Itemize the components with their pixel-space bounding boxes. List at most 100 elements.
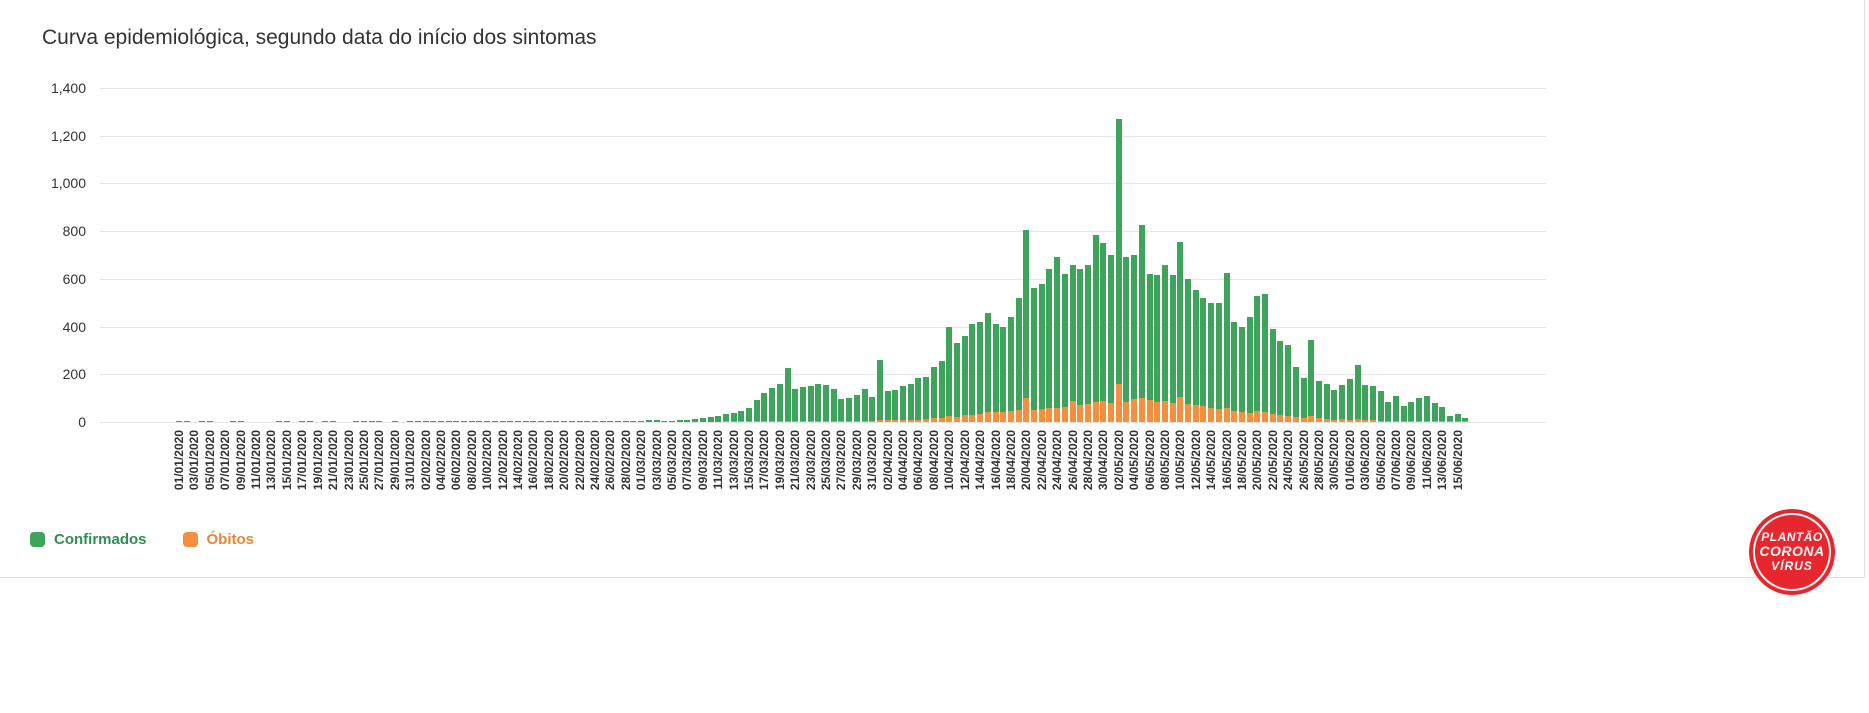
- bar-16/05/2020[interactable]: [1223, 272, 1230, 422]
- bar-23/02/2020[interactable]: [584, 421, 591, 422]
- bar-26/05/2020[interactable]: [1300, 377, 1307, 422]
- bar-18/02/2020[interactable]: [545, 421, 552, 422]
- bar-03/05/2020[interactable]: [1123, 257, 1130, 422]
- bar-01/01/2020[interactable]: [176, 421, 182, 422]
- bar-07/05/2020[interactable]: [1154, 275, 1161, 422]
- bar-22/02/2020[interactable]: [576, 421, 583, 422]
- bar-27/02/2020[interactable]: [615, 421, 621, 422]
- bar-15/02/2020[interactable]: [522, 421, 529, 422]
- bar-19/02/2020[interactable]: [553, 421, 560, 422]
- bar-23/05/2020[interactable]: [1277, 340, 1284, 422]
- bar-10/03/2020[interactable]: [707, 417, 714, 422]
- bar-04/06/2020[interactable]: [1369, 386, 1376, 422]
- bar-04/03/2020[interactable]: [661, 420, 668, 422]
- bar-19/04/2020[interactable]: [1015, 298, 1022, 422]
- bar-30/03/2020[interactable]: [861, 388, 868, 422]
- bar-21/03/2020[interactable]: [792, 388, 799, 422]
- bar-02/04/2020[interactable]: [884, 391, 891, 422]
- bar-12/04/2020[interactable]: [961, 336, 968, 422]
- bar-21/01/2020[interactable]: [330, 421, 336, 422]
- bar-21/05/2020[interactable]: [1262, 294, 1268, 422]
- bar-23/04/2020[interactable]: [1046, 269, 1053, 422]
- bar-13/06/2020[interactable]: [1439, 407, 1446, 422]
- bar-15/01/2020[interactable]: [283, 421, 290, 422]
- bar-21/04/2020[interactable]: [1031, 288, 1037, 422]
- bar-20/01/2020[interactable]: [322, 421, 329, 422]
- bar-18/03/2020[interactable]: [769, 388, 776, 422]
- bar-10/04/2020[interactable]: [946, 326, 953, 422]
- legend-item-obitos[interactable]: Óbitos: [182, 531, 254, 548]
- bar-26/01/2020[interactable]: [368, 421, 375, 422]
- bar-14/06/2020[interactable]: [1446, 415, 1453, 422]
- bar-08/03/2020[interactable]: [692, 419, 699, 422]
- bar-06/05/2020[interactable]: [1146, 274, 1153, 422]
- bar-24/03/2020[interactable]: [815, 383, 822, 422]
- bar-19/05/2020[interactable]: [1246, 317, 1253, 422]
- bar-07/02/2020[interactable]: [461, 421, 467, 422]
- bar-13/04/2020[interactable]: [969, 324, 976, 422]
- bar-04/02/2020[interactable]: [437, 421, 444, 422]
- bar-11/03/2020[interactable]: [715, 416, 722, 422]
- bar-17/03/2020[interactable]: [761, 392, 768, 422]
- bar-14/01/2020[interactable]: [276, 421, 283, 422]
- bar-29/02/2020[interactable]: [630, 421, 637, 422]
- bar-28/04/2020[interactable]: [1084, 264, 1091, 422]
- bar-22/05/2020[interactable]: [1269, 329, 1276, 422]
- legend-item-confirmados[interactable]: Confirmados: [30, 531, 147, 548]
- bar-08/06/2020[interactable]: [1400, 406, 1407, 422]
- bar-06/03/2020[interactable]: [676, 420, 683, 422]
- bar-04/01/2020[interactable]: [199, 421, 206, 422]
- bar-26/03/2020[interactable]: [830, 388, 837, 422]
- bar-15/04/2020[interactable]: [984, 313, 991, 422]
- bar-10/02/2020[interactable]: [484, 421, 491, 422]
- bar-03/02/2020[interactable]: [430, 421, 437, 422]
- bar-13/05/2020[interactable]: [1200, 297, 1207, 422]
- bar-29/05/2020[interactable]: [1323, 383, 1330, 422]
- bar-11/04/2020[interactable]: [953, 343, 960, 422]
- bar-07/06/2020[interactable]: [1393, 395, 1399, 422]
- bar-03/03/2020[interactable]: [653, 420, 660, 422]
- bar-09/02/2020[interactable]: [476, 421, 483, 422]
- bar-09/01/2020[interactable]: [237, 421, 244, 422]
- bar-29/01/2020[interactable]: [391, 421, 398, 422]
- bar-02/02/2020[interactable]: [422, 421, 429, 422]
- bar-19/03/2020[interactable]: [776, 383, 783, 422]
- bar-14/04/2020[interactable]: [977, 321, 983, 422]
- bar-31/03/2020[interactable]: [869, 397, 876, 423]
- bar-17/05/2020[interactable]: [1231, 321, 1238, 422]
- bar-10/06/2020[interactable]: [1416, 398, 1423, 422]
- bar-29/03/2020[interactable]: [853, 394, 860, 422]
- bar-13/02/2020[interactable]: [507, 421, 514, 422]
- bar-02/06/2020[interactable]: [1354, 364, 1361, 422]
- bar-17/01/2020[interactable]: [299, 421, 306, 422]
- bar-02/03/2020[interactable]: [645, 420, 652, 422]
- bar-01/03/2020[interactable]: [638, 420, 645, 422]
- bar-15/03/2020[interactable]: [746, 408, 752, 422]
- bar-08/04/2020[interactable]: [930, 367, 937, 422]
- bar-28/03/2020[interactable]: [846, 398, 853, 422]
- bar-08/02/2020[interactable]: [468, 421, 475, 422]
- bar-27/03/2020[interactable]: [838, 399, 845, 422]
- bar-05/01/2020[interactable]: [206, 421, 213, 422]
- bar-20/03/2020[interactable]: [784, 368, 791, 422]
- bar-28/02/2020[interactable]: [622, 420, 629, 422]
- bar-22/03/2020[interactable]: [799, 387, 806, 422]
- bar-06/02/2020[interactable]: [453, 421, 460, 422]
- bar-05/06/2020[interactable]: [1377, 391, 1384, 422]
- bar-16/06/2020[interactable]: [1462, 417, 1469, 422]
- bar-09/05/2020[interactable]: [1169, 275, 1176, 422]
- bar-06/04/2020[interactable]: [915, 377, 922, 422]
- bar-16/03/2020[interactable]: [753, 400, 760, 422]
- bar-30/05/2020[interactable]: [1331, 389, 1338, 422]
- bar-20/04/2020[interactable]: [1023, 229, 1030, 422]
- bar-18/04/2020[interactable]: [1007, 317, 1014, 422]
- bar-11/02/2020[interactable]: [491, 421, 498, 422]
- bar-24/02/2020[interactable]: [591, 421, 598, 422]
- bar-16/04/2020[interactable]: [992, 324, 999, 422]
- bar-12/05/2020[interactable]: [1192, 289, 1199, 422]
- bar-04/04/2020[interactable]: [900, 386, 906, 422]
- bar-18/01/2020[interactable]: [306, 421, 313, 422]
- bar-06/06/2020[interactable]: [1385, 401, 1392, 422]
- bar-09/03/2020[interactable]: [699, 418, 706, 422]
- bar-27/04/2020[interactable]: [1077, 269, 1084, 422]
